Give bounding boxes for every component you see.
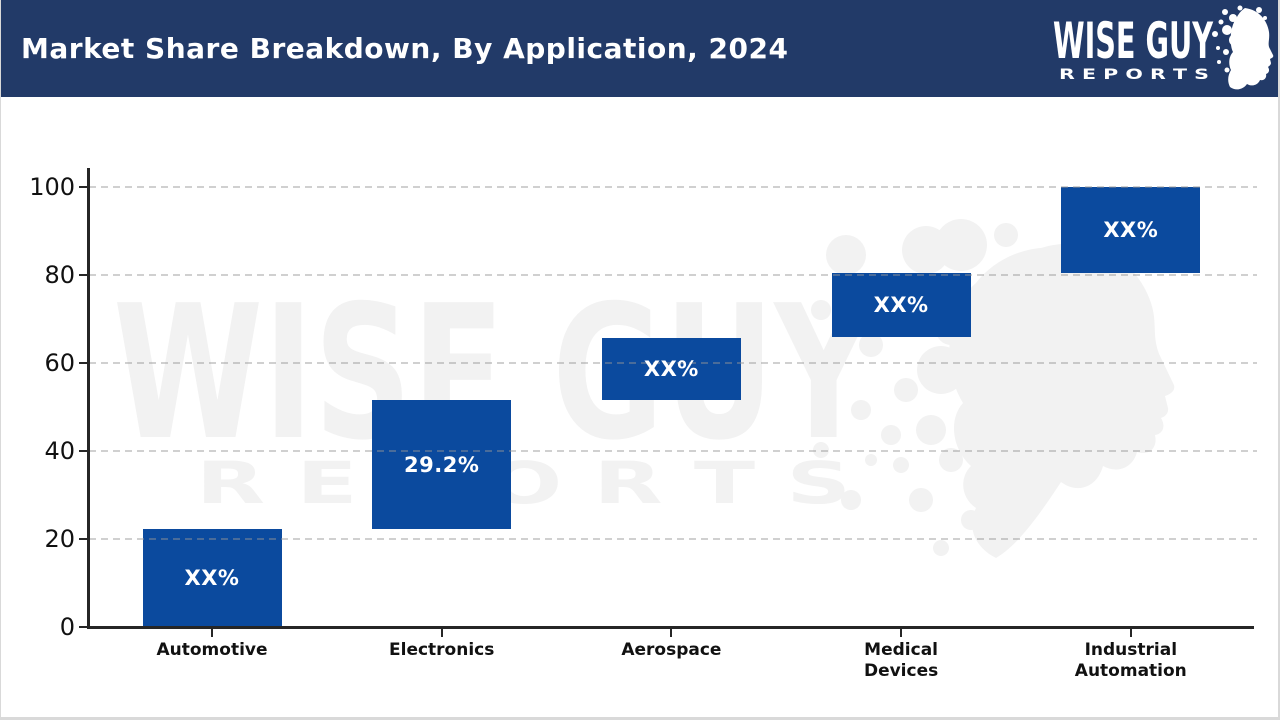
logo-subtext: R E P O R T S — [1059, 67, 1209, 83]
watermark-face-icon — [811, 219, 1175, 558]
logo-face-icon — [1212, 5, 1274, 89]
wise-guy-reports-logo: WISE GUY R E P O R T S — [1053, 5, 1274, 89]
page-title: Market Share Breakdown, By Application, … — [21, 32, 789, 65]
watermark-subtext: R E P O R T S — [196, 449, 851, 517]
logo-wordmark: WISE GUY — [1053, 12, 1213, 70]
header-bar: Market Share Breakdown, By Application, … — [1, 0, 1278, 97]
